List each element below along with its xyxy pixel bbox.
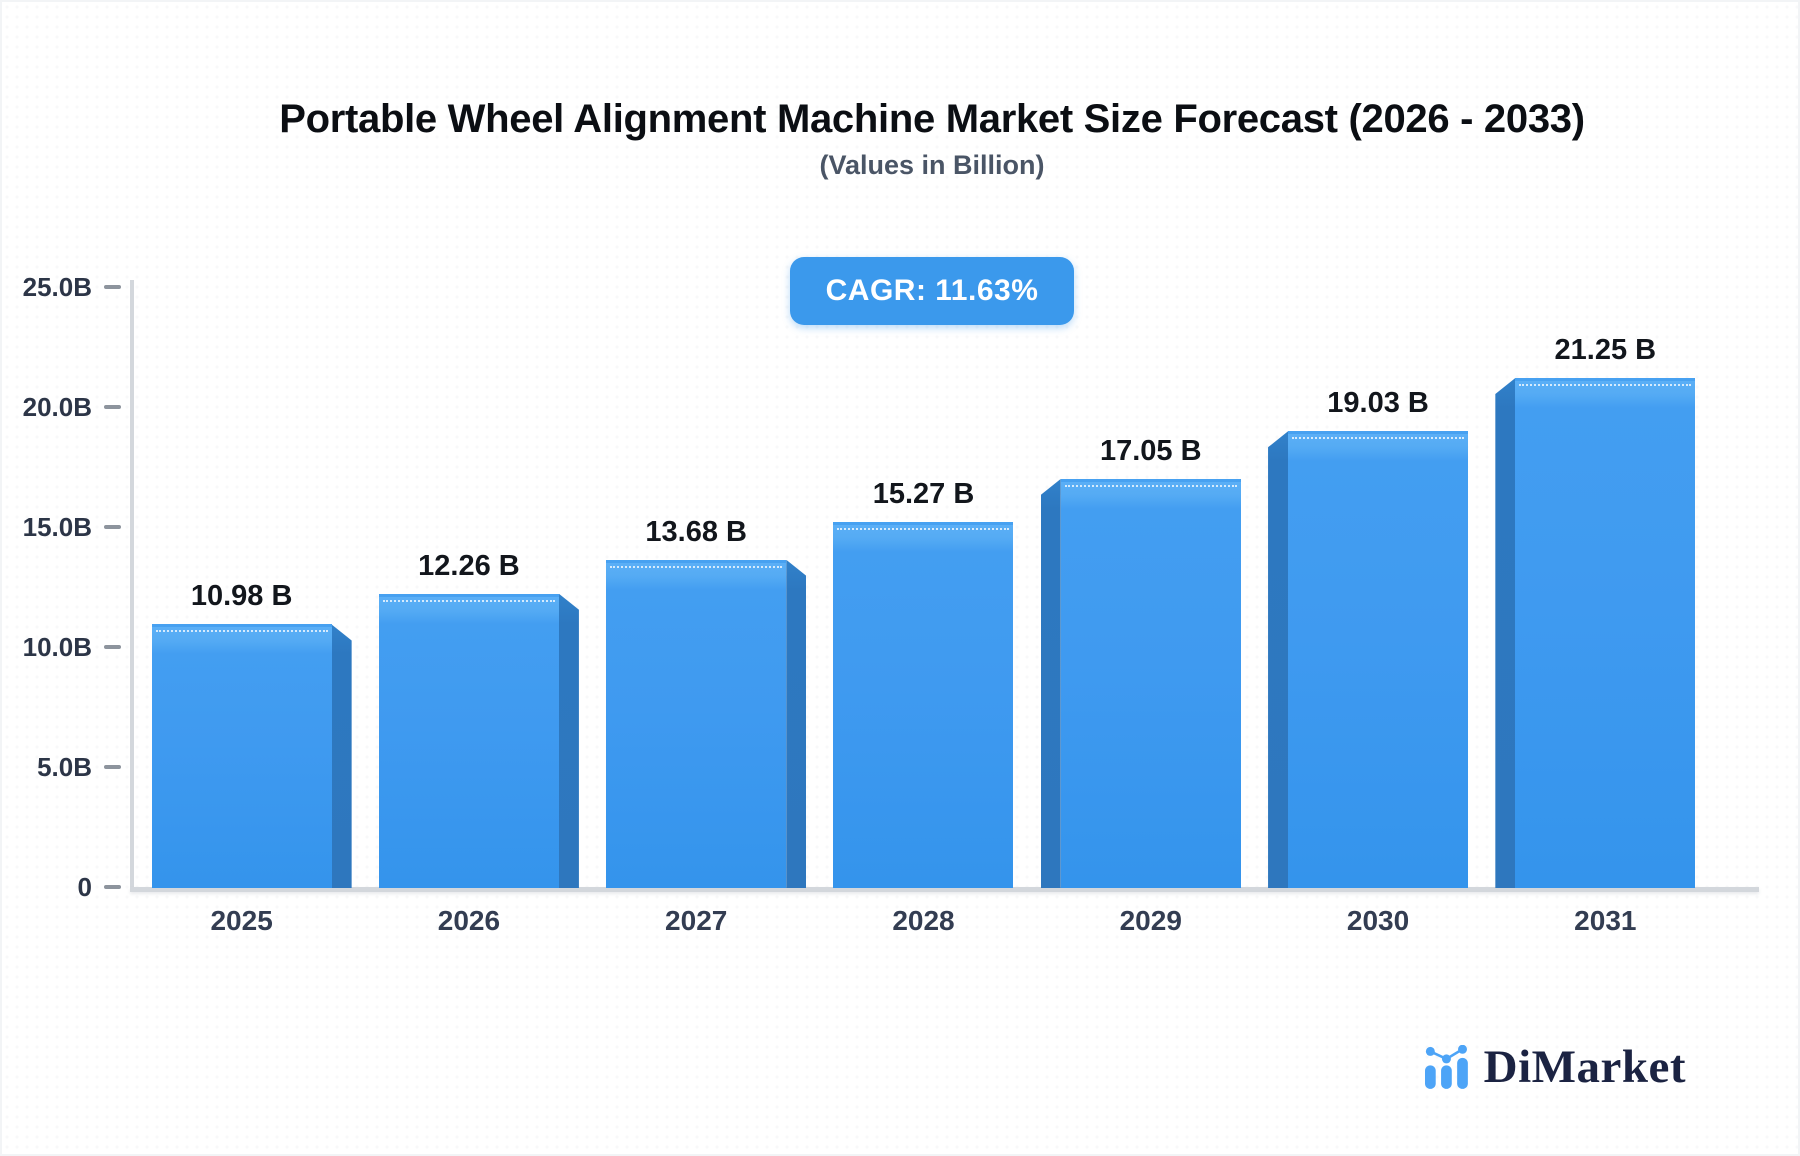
bar-column: 15.27 B xyxy=(810,287,1037,888)
bar: 12.26 B xyxy=(378,550,579,888)
y-axis-tick xyxy=(104,765,121,769)
bar: 15.27 B xyxy=(833,478,1014,888)
bar: 19.03 B xyxy=(1268,387,1469,888)
page-title: Portable Wheel Alignment Machine Market … xyxy=(279,97,1585,141)
chart-subtitle: (Values in Billion) xyxy=(819,150,1045,180)
bar-side-face xyxy=(786,559,807,888)
bar-side-face xyxy=(331,624,352,888)
y-axis-tick xyxy=(104,885,121,889)
bar-column: 17.05 B xyxy=(1037,287,1264,888)
bar-face xyxy=(1515,378,1696,888)
y-axis-tick-label: 20.0B xyxy=(22,392,92,422)
x-axis-label: 2028 xyxy=(892,905,955,936)
bar-column: 19.03 B xyxy=(1264,287,1491,888)
bar-face xyxy=(606,559,787,888)
dimarket-logo: DiMarket xyxy=(1424,1041,1686,1093)
x-axis-label: 2027 xyxy=(665,905,728,936)
y-axis-line xyxy=(130,280,134,891)
bar-side-face xyxy=(1040,478,1061,888)
bars-layer: 10.98 B 12.26 B 13.68 B 15.27 B 17.05 B 19.03… xyxy=(128,287,1719,888)
x-axis-labels-row: 2025 2026 2027 2028 2029 2030 2031 xyxy=(128,904,1719,938)
cagr-badge-row: CAGR: 11.63% xyxy=(72,257,1792,325)
dimarket-logo-icon xyxy=(1424,1045,1468,1089)
bar-side-face xyxy=(1495,378,1516,888)
bar-side-face xyxy=(1268,431,1289,888)
bar-column: 10.98 B xyxy=(128,287,355,888)
bar-face xyxy=(1060,478,1241,888)
y-axis-tick xyxy=(104,405,121,409)
bar-face xyxy=(378,593,559,888)
bar: 21.25 B xyxy=(1495,334,1696,888)
bar-face xyxy=(833,521,1014,888)
y-axis-tick-label: 15.0B xyxy=(22,512,92,542)
dimarket-logo-text: DiMarket xyxy=(1483,1041,1686,1093)
y-axis-tick xyxy=(104,525,121,529)
x-axis-label: 2025 xyxy=(210,905,273,936)
bar: 13.68 B xyxy=(606,516,807,888)
bar-value-label: 19.03 B xyxy=(1327,387,1429,420)
bar: 10.98 B xyxy=(151,580,352,888)
bar-face xyxy=(151,624,332,888)
y-axis-tick-label: 0 xyxy=(77,872,92,902)
y-axis-tick-label: 10.0B xyxy=(22,632,92,662)
x-axis-label: 2026 xyxy=(437,905,501,936)
bar-side-face xyxy=(558,593,579,888)
y-axis-tick-label: 5.0B xyxy=(37,752,92,782)
bar-column: 12.26 B xyxy=(355,287,582,888)
bar-value-label: 15.27 B xyxy=(872,477,975,510)
y-axis-tick-label: 25.0B xyxy=(22,272,92,302)
bar-column: 21.25 B xyxy=(1492,287,1719,888)
x-axis-label: 2030 xyxy=(1346,905,1410,936)
bar-face xyxy=(1288,431,1469,888)
y-axis-tick xyxy=(104,285,121,289)
bar-value-label: 21.25 B xyxy=(1554,334,1657,366)
bar-column: 13.68 B xyxy=(583,287,810,888)
cagr-badge: CAGR: 11.63% xyxy=(789,257,1075,325)
x-axis-baseline xyxy=(130,887,1759,892)
bar-value-label: 12.26 B xyxy=(418,549,520,582)
bar-value-label: 17.05 B xyxy=(1099,434,1202,467)
bar-value-label: 13.68 B xyxy=(645,515,747,548)
x-axis-label: 2029 xyxy=(1119,905,1182,936)
bar: 17.05 B xyxy=(1040,435,1241,888)
y-axis-tick xyxy=(104,645,121,649)
bar-value-label: 10.98 B xyxy=(190,580,293,613)
x-axis-label: 2031 xyxy=(1574,905,1637,936)
